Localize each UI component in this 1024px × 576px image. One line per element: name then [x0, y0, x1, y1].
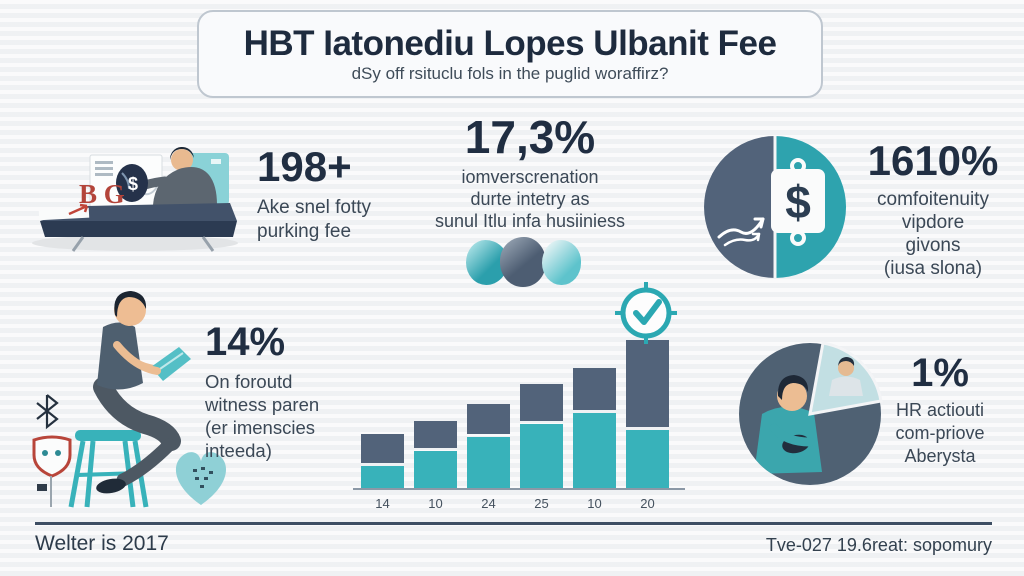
magnifier-dollar: $: [116, 164, 148, 202]
tag-dollar-glyph: $: [785, 176, 811, 228]
stacked-bar: [626, 340, 669, 488]
slate-top-segment: [467, 404, 510, 434]
stat-conversion-line: durte intetry as: [470, 189, 590, 209]
bar-label: 24: [481, 496, 496, 511]
bar-label: 10: [587, 496, 602, 511]
slate-top-segment: [361, 434, 404, 463]
stat-witness: 14% On foroutd witness paren (er imensci…: [205, 322, 355, 462]
bar-chart-bars: [353, 283, 685, 490]
stat-parking-line: Ake snel fotty: [257, 197, 372, 218]
wedge-person: [829, 357, 863, 396]
wedge-slice: [808, 341, 883, 416]
teal-bottom-segment: [467, 437, 510, 488]
red-arrow-icon: [68, 203, 89, 216]
light-teal-blob: [542, 240, 581, 285]
check-badge-icon: [615, 282, 677, 344]
floor-shadow: [32, 235, 238, 251]
sitting-person: [93, 291, 191, 494]
stat-hr-line: com-priove: [895, 423, 985, 443]
stat-conversion-value: 17,3%: [464, 111, 596, 163]
teal-bottom-segment: [573, 413, 616, 488]
stat-community-line: givons: [905, 235, 961, 256]
sitting-person-scene: [32, 291, 227, 508]
bluetooth-icon: [36, 394, 59, 430]
stat-conversion-line: sunul Itlu infa husiiniess: [434, 211, 626, 231]
footer-reference-text: Tve-027 19.6reat: sopomury: [765, 535, 992, 555]
stacked-bar: [573, 368, 616, 488]
desk-red-letters: B G: [79, 179, 125, 209]
stat-community-value: 1610%: [867, 137, 999, 184]
trend-arrows-icon: [717, 217, 765, 247]
stat-witness-line: On foroutd: [205, 371, 293, 392]
hair: [114, 291, 147, 317]
stat-conversion: 17,3% iomverscrenation durte intetry as …: [415, 114, 645, 232]
stat-witness-line: (er imenscies: [205, 417, 315, 438]
bar-label: 14: [375, 496, 390, 511]
slate-top-segment: [573, 368, 616, 410]
stat-hr-value: 1%: [911, 351, 969, 395]
stat-parking-value: 198+: [257, 143, 352, 190]
stat-conversion-line: iomverscrenation: [461, 167, 599, 187]
stacked-bar: [414, 421, 457, 488]
page-subtitle: dSy off rsituclu fols in the puglid wora…: [351, 64, 669, 83]
shoe: [96, 478, 126, 494]
bar-chart-labels: 14 10 24 25 10 20: [353, 496, 685, 511]
bar-label: 20: [640, 496, 655, 511]
footer-divider: [35, 522, 992, 525]
teal-bottom-segment: [414, 451, 457, 488]
bar-chart: 14 10 24 25 10 20: [353, 283, 685, 511]
main-person: [754, 375, 822, 474]
blob-cluster: [466, 237, 581, 289]
bar-label: 25: [534, 496, 549, 511]
stat-community-line: comfoitenuity: [877, 189, 989, 210]
stacked-bar: [361, 434, 404, 488]
stacked-bar: [467, 404, 510, 488]
stat-hr-line: Aberysta: [904, 446, 976, 466]
book: [151, 347, 191, 381]
stat-community: 1610% comfoitenuity vipdore givons (iusa…: [848, 140, 1018, 280]
shield-icon: [32, 435, 72, 478]
magnifier-dollar-glyph: $: [128, 174, 138, 194]
desk: [40, 203, 237, 252]
stat-hr: 1% HR actiouti com-priove Aberysta: [870, 353, 1010, 468]
footer-source-text: Welter is 2017: [35, 532, 169, 555]
money-growth-pie: $: [704, 136, 847, 278]
stat-community-line: vipdore: [901, 212, 965, 233]
title-box: HBT Iatonediu Lopes Ulbanit Fee dSy off …: [197, 10, 823, 98]
desk-scene-illustration: $ B G: [32, 146, 238, 252]
torso: [97, 322, 143, 390]
slate-top-segment: [626, 340, 669, 427]
stat-parking: 198+ Ake snel fotty purking fee: [257, 146, 407, 244]
stacked-bar: [520, 384, 563, 488]
heart-icon: [175, 452, 227, 505]
teal-bottom-segment: [626, 430, 669, 488]
teal-bottom-segment: [520, 424, 563, 488]
stat-witness-line: inteeda): [205, 440, 272, 461]
bar-label: 10: [428, 496, 443, 511]
slate-top-segment: [520, 384, 563, 421]
stat-parking-line: purking fee: [257, 221, 352, 242]
slate-blob: [500, 237, 546, 287]
dollar-tag-icon: $: [771, 158, 825, 246]
slate-top-segment: [414, 421, 457, 448]
stat-community-line: (iusa slona): [883, 258, 983, 279]
stat-hr-line: HR actiouti: [895, 400, 985, 420]
hr-people-pie: [739, 341, 883, 485]
teal-bottom-segment: [361, 466, 404, 488]
pie-slice-growth: [704, 136, 775, 278]
hair: [169, 146, 194, 160]
page-title: HBT Iatonediu Lopes Ulbanit Fee: [243, 24, 777, 63]
pole-flag: [37, 484, 47, 491]
stat-witness-line: witness paren: [205, 394, 320, 415]
stat-witness-value: 14%: [205, 320, 286, 364]
